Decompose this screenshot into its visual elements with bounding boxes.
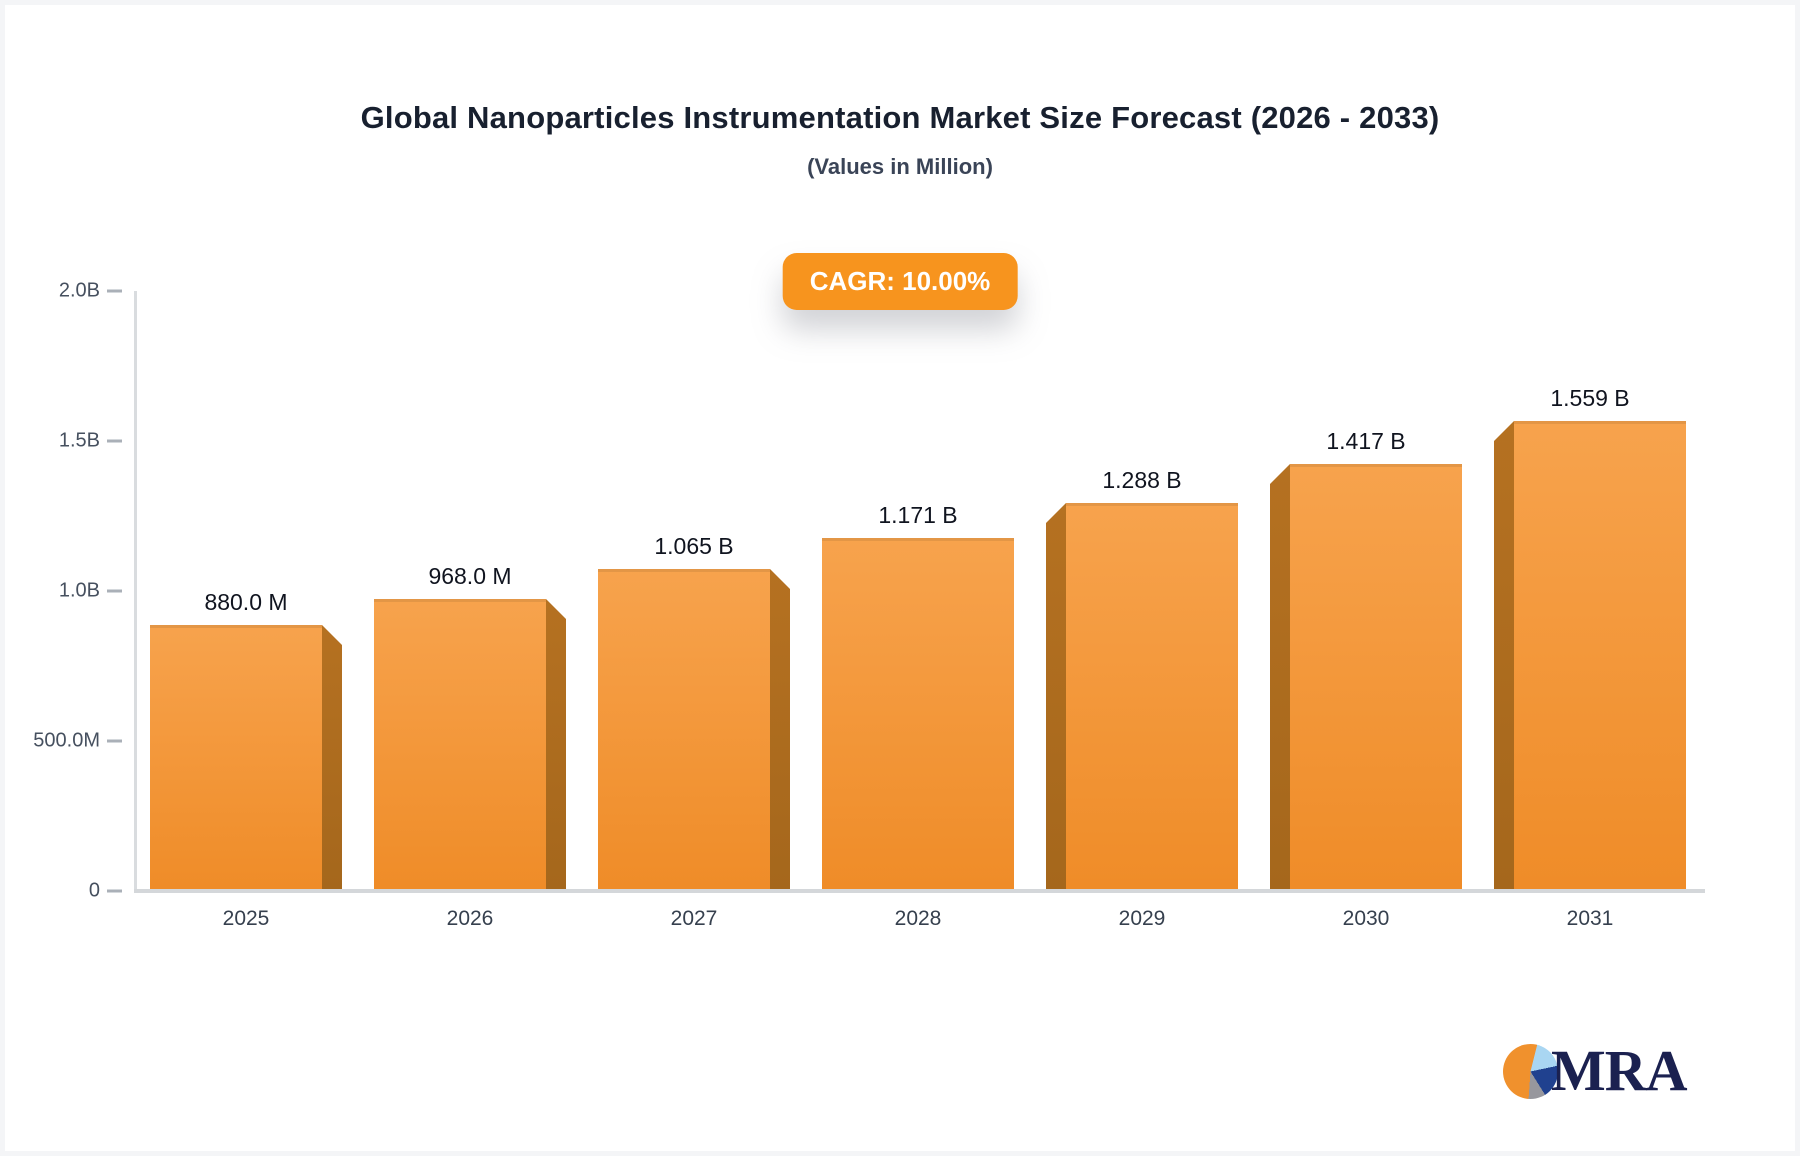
bar-face [598, 569, 770, 889]
y-tick-dash [107, 439, 122, 443]
x-tick-label: 2025 [222, 907, 270, 930]
bar [598, 569, 790, 889]
bar-value-label: 1.065 B [654, 533, 734, 559]
x-tick-label: 2031 [1566, 907, 1614, 930]
y-tick-label: 1.5B [58, 429, 100, 452]
y-axis-line [134, 291, 137, 893]
bar [1494, 421, 1686, 889]
bar-side-shade [1494, 421, 1514, 889]
x-tick-label: 2029 [1118, 907, 1166, 930]
bar [1270, 464, 1462, 889]
bar-value-label: 1.288 B [1102, 467, 1182, 493]
bar-face [374, 599, 546, 889]
bar-side-shade [770, 569, 790, 889]
y-tick-dash [107, 289, 122, 293]
bar-value-label: 1.417 B [1326, 428, 1406, 454]
bar [1046, 503, 1238, 889]
mra-logo: MRA [1503, 1038, 1688, 1103]
logo-text: MRA [1551, 1038, 1688, 1103]
bar-side-shade [1046, 503, 1066, 889]
x-tick-label: 2028 [894, 907, 942, 930]
bar-face [1514, 421, 1686, 889]
bar-face [822, 538, 1014, 889]
x-tick-label: 2030 [1342, 907, 1390, 930]
cagr-badge: CAGR: 10.00% [782, 253, 1018, 310]
chart-card: Global Nanoparticles Instrumentation Mar… [5, 5, 1795, 1151]
bar-face [150, 625, 322, 889]
bar-face [1290, 464, 1462, 889]
y-tick-label: 500.0M [33, 729, 100, 752]
y-tick-label: 1.0B [58, 579, 100, 602]
bar-value-label: 1.171 B [878, 502, 958, 528]
bar [822, 538, 1014, 889]
bar [374, 599, 566, 889]
chart-title: Global Nanoparticles Instrumentation Mar… [360, 100, 1440, 135]
bar-value-label: 1.559 B [1550, 385, 1630, 411]
bar-side-shade [546, 599, 566, 889]
y-tick-dash [107, 589, 122, 593]
bar-value-label: 880.0 M [204, 589, 288, 615]
pie-chart-logo-icon [1503, 1043, 1558, 1099]
y-tick-label: 0 [88, 879, 100, 902]
x-tick-label: 2026 [446, 907, 494, 930]
bar-chart-plot-area: 2.0B 1.5B 1.0B 500.0M 0 880.0 M 2025 968.0 M 202… [5, 5, 1795, 1151]
y-tick-dash [107, 889, 122, 893]
bar [150, 625, 342, 889]
x-tick-label: 2027 [670, 907, 718, 930]
y-tick-label: 2.0B [58, 279, 100, 302]
bar-side-shade [1270, 464, 1290, 889]
bar-side-shade [322, 625, 342, 889]
y-tick-dash [107, 739, 122, 743]
chart-subtitle: (Values in Million) [807, 154, 993, 179]
x-axis-line [134, 889, 1705, 893]
bar-face [1066, 503, 1238, 889]
bar-value-label: 968.0 M [428, 563, 512, 589]
